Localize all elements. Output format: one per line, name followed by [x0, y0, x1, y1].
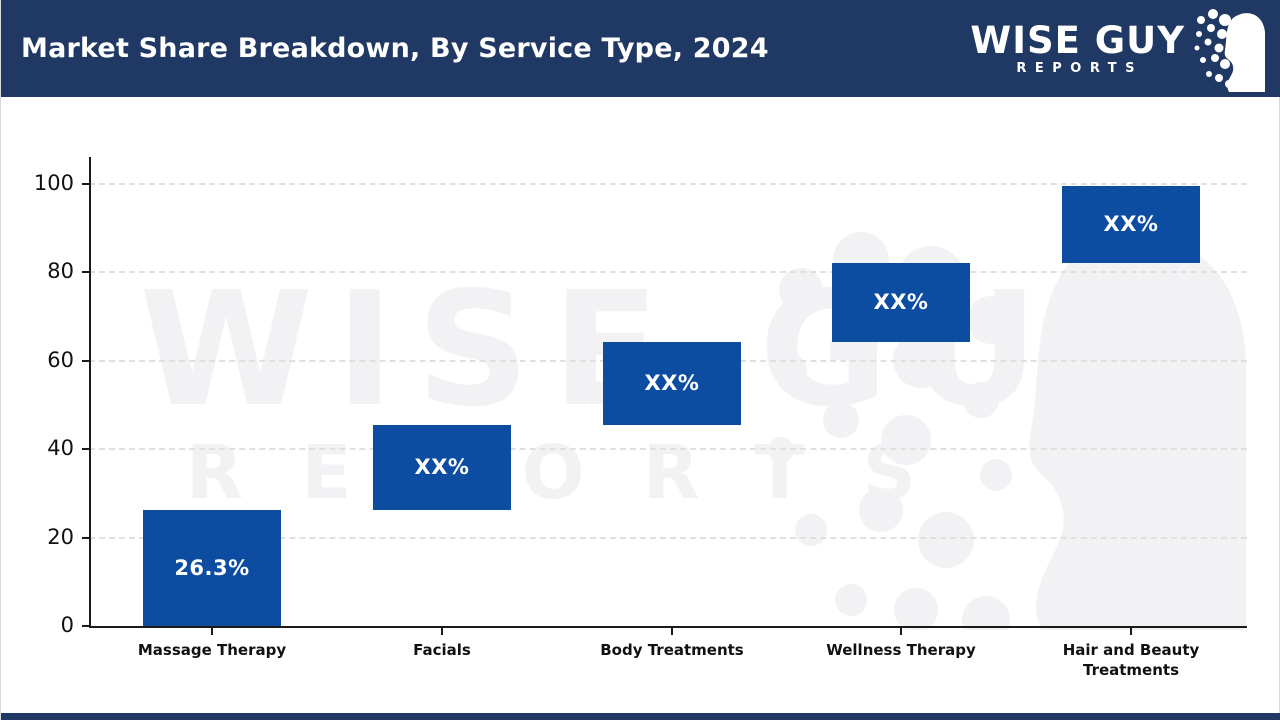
brand-logo-text: WISE GUY REPORTS — [970, 22, 1185, 75]
y-tick-mark-20 — [82, 536, 89, 539]
x-tick-mark-1 — [441, 628, 443, 635]
bar-wellness-therapy: XX% — [832, 262, 970, 342]
x-category-label-2: Body Treatments — [600, 641, 744, 659]
x-category-label-0: Massage Therapy — [137, 641, 287, 659]
brand-name: WISE GUY — [970, 19, 1185, 62]
watermark-face-profile — [768, 232, 1246, 630]
y-tick-label-100: 100 — [33, 171, 74, 195]
gridline-40 — [89, 448, 1247, 451]
x-tick-mark-0 — [211, 628, 213, 635]
y-tick-label-0: 0 — [60, 613, 74, 637]
y-tick-label-60: 60 — [47, 347, 74, 372]
gridline-80 — [89, 271, 1247, 274]
face-profile-logo-icon — [1194, 8, 1265, 92]
x-category-label-4: Hair and Beauty Treatments — [1062, 641, 1200, 680]
x-category-label-3: Wellness Therapy — [826, 641, 976, 659]
bar-body-treatments: XX% — [603, 341, 741, 425]
y-tick-label-40: 40 — [47, 436, 74, 461]
bar-massage-therapy: 26.3% — [143, 509, 281, 626]
y-tick-mark-80 — [82, 271, 89, 274]
bar-facials: XX% — [373, 424, 511, 510]
x-tick-mark-3 — [900, 628, 902, 635]
x-axis-line — [89, 626, 1247, 628]
watermark-brand-subname: REPORTS — [186, 430, 975, 516]
brand-subname: REPORTS — [1016, 61, 1144, 76]
y-tick-label-20: 20 — [47, 524, 74, 549]
y-tick-mark-60 — [82, 359, 89, 362]
bar-value-label: XX% — [1103, 212, 1159, 237]
bar-hair-and-beauty-treatments: XX% — [1062, 186, 1200, 263]
x-category-label-1: Facials — [413, 641, 471, 659]
gridline-100 — [89, 183, 1247, 185]
brand-logo: WISE GUY REPORTS — [970, 6, 1280, 92]
bar-value-label: XX% — [873, 290, 929, 315]
bar-value-label: XX% — [414, 455, 470, 480]
header-banner: Market Share Breakdown, By Service Type,… — [1, 0, 1280, 97]
y-axis-line — [89, 157, 91, 628]
footer-accent-bar — [1, 713, 1280, 720]
y-tick-label-80: 80 — [47, 259, 74, 284]
bar-value-label: 26.3% — [174, 555, 250, 580]
y-tick-mark-0 — [82, 625, 89, 627]
y-tick-mark-40 — [82, 448, 89, 451]
x-tick-mark-2 — [671, 628, 673, 635]
bar-value-label: XX% — [644, 371, 700, 396]
x-tick-mark-4 — [1130, 628, 1132, 635]
chart-title: Market Share Breakdown, By Service Type,… — [21, 33, 769, 64]
gridline-20 — [89, 536, 1247, 539]
y-tick-mark-100 — [82, 183, 89, 185]
